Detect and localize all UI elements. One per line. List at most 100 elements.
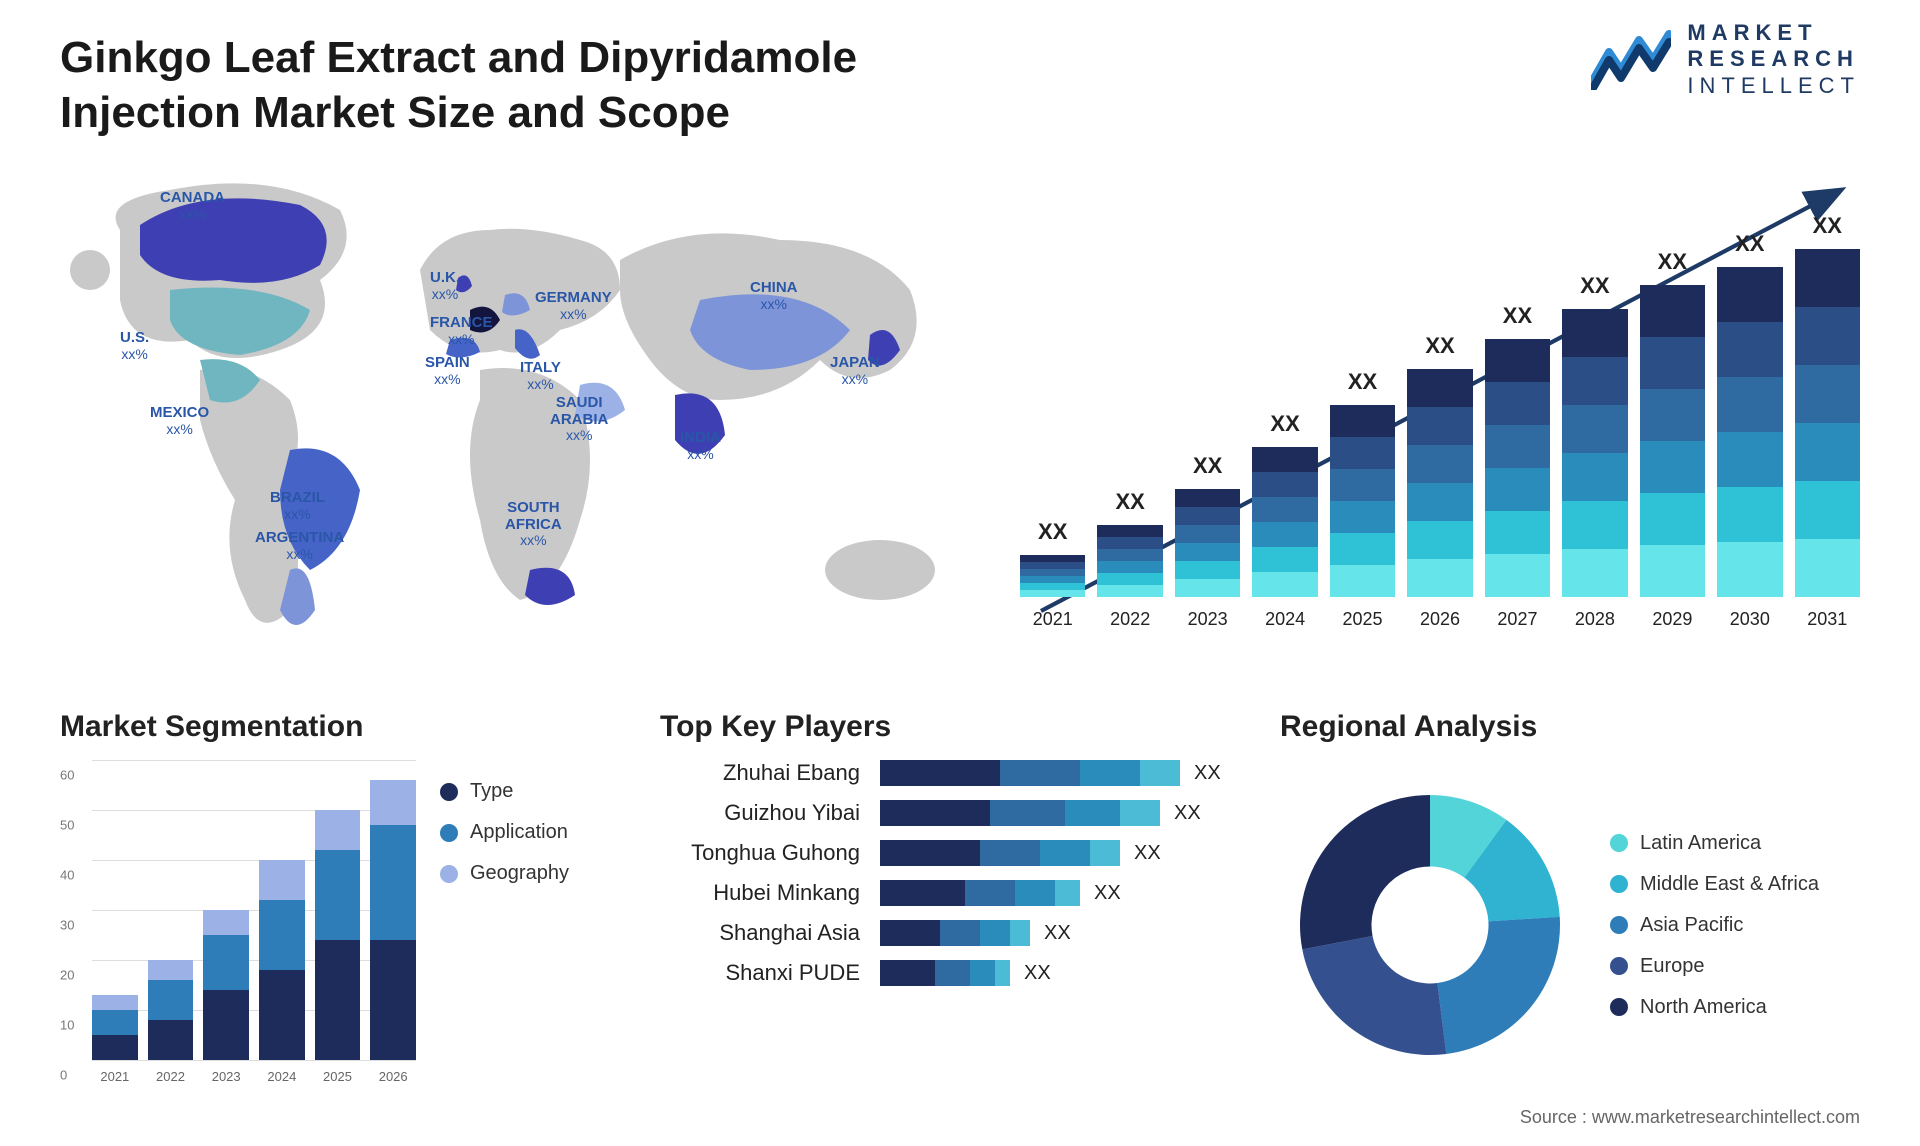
player-value-label: XX — [1174, 802, 1201, 825]
player-value-label: XX — [1194, 762, 1221, 785]
regional-title: Regional Analysis — [1280, 710, 1860, 744]
map-label-south-africa: SOUTHAFRICAxx% — [505, 500, 562, 550]
segmentation-legend: Type Application Geography — [440, 780, 620, 1090]
map-label-germany: GERMANYxx% — [535, 290, 612, 323]
growth-bar-xlabel: 2026 — [1420, 609, 1460, 630]
key-players-labels: Zhuhai Ebang Guizhou Yibai Tonghua Guhong H… — [660, 760, 860, 986]
growth-bar-toplabel: XX — [1193, 453, 1222, 479]
regional-legend: Latin America Middle East & Africa Asia Pa… — [1610, 832, 1819, 1019]
player-value-label: XX — [1094, 882, 1121, 905]
growth-bar-2028: XX 2028 — [1562, 273, 1627, 630]
logo-line1: MARKET — [1687, 20, 1817, 45]
growth-bar-2022: XX 2022 — [1097, 489, 1162, 630]
growth-bar-toplabel: XX — [1425, 333, 1454, 359]
growth-bar-xlabel: 2021 — [1033, 609, 1073, 630]
player-value-label: XX — [1024, 962, 1051, 985]
player-bar-row: XX — [880, 920, 1240, 946]
segmentation-legend-item: Type — [440, 780, 620, 803]
map-label-china: CHINAxx% — [750, 280, 798, 313]
growth-bar-xlabel: 2025 — [1343, 609, 1383, 630]
player-bar-row: XX — [880, 840, 1240, 866]
player-label: Hubei Minkang — [660, 880, 860, 906]
logo-line3: INTELLECT — [1687, 73, 1860, 98]
map-label-france: FRANCExx% — [430, 315, 493, 348]
growth-bar-xlabel: 2027 — [1497, 609, 1537, 630]
segmentation-chart: 0102030405060202120222023202420252026 — [60, 760, 416, 1088]
growth-bar-2021: XX 2021 — [1020, 519, 1085, 630]
growth-bar-toplabel: XX — [1580, 273, 1609, 299]
growth-bar-toplabel: XX — [1813, 213, 1842, 239]
map-label-japan: JAPANxx% — [830, 355, 880, 388]
growth-bar-2030: XX 2030 — [1717, 231, 1782, 630]
player-bar-row: XX — [880, 760, 1240, 786]
map-country-south-africa — [525, 568, 575, 605]
brand-logo-text: MARKET RESEARCH INTELLECT — [1687, 20, 1860, 99]
map-label-brazil: BRAZILxx% — [270, 490, 325, 523]
player-label: Zhuhai Ebang — [660, 760, 860, 786]
brand-logo: MARKET RESEARCH INTELLECT — [1591, 20, 1860, 99]
growth-bar-2026: XX 2026 — [1407, 333, 1472, 630]
donut-slice-europe — [1302, 936, 1446, 1055]
page-title: Ginkgo Leaf Extract and Dipyridamole Inj… — [60, 30, 1040, 140]
growth-bar-2025: XX 2025 — [1330, 369, 1395, 630]
growth-bar-xlabel: 2022 — [1110, 609, 1150, 630]
player-label: Tonghua Guhong — [660, 840, 860, 866]
growth-bar-toplabel: XX — [1735, 231, 1764, 257]
map-label-spain: SPAINxx% — [425, 355, 470, 388]
brand-logo-icon — [1591, 30, 1671, 90]
growth-bar-xlabel: 2030 — [1730, 609, 1770, 630]
map-label-canada: CANADAxx% — [160, 190, 225, 223]
regional-panel: Regional Analysis Latin America Middle Ea… — [1280, 710, 1860, 1090]
key-players-panel: Top Key Players Zhuhai Ebang Guizhou Yiba… — [660, 710, 1240, 1090]
player-label: Shanxi PUDE — [660, 960, 860, 986]
world-map-panel: CANADAxx% U.S.xx% MEXICOxx% BRAZILxx% ARGENT… — [60, 170, 980, 670]
player-bar-row: XX — [880, 960, 1240, 986]
growth-bar-2031: XX 2031 — [1795, 213, 1860, 630]
donut-slice-asia-pacific — [1437, 917, 1560, 1054]
regional-legend-item: Europe — [1610, 955, 1819, 978]
growth-bar-toplabel: XX — [1116, 489, 1145, 515]
segmentation-legend-item: Application — [440, 821, 620, 844]
regional-donut — [1280, 775, 1580, 1075]
key-players-title: Top Key Players — [660, 710, 1240, 744]
growth-bar-toplabel: XX — [1503, 303, 1532, 329]
regional-legend-item: Latin America — [1610, 832, 1819, 855]
growth-bar-xlabel: 2024 — [1265, 609, 1305, 630]
growth-bar-toplabel: XX — [1658, 249, 1687, 275]
growth-bar-2023: XX 2023 — [1175, 453, 1240, 630]
map-label-italy: ITALYxx% — [520, 360, 561, 393]
map-label-u-k-: U.K.xx% — [430, 270, 460, 303]
regional-legend-item: Asia Pacific — [1610, 914, 1819, 937]
growth-bar-xlabel: 2023 — [1188, 609, 1228, 630]
growth-chart-panel: XX 2021 XX 2022 XX 2023 XX 2024 XX 2025 XX 2026 XX 20… — [1020, 170, 1860, 670]
segmentation-legend-item: Geography — [440, 862, 620, 885]
map-label-india: INDIAxx% — [680, 430, 721, 463]
player-value-label: XX — [1134, 842, 1161, 865]
growth-bar-2027: XX 2027 — [1485, 303, 1550, 630]
regional-legend-item: Middle East & Africa — [1610, 873, 1819, 896]
regional-legend-item: North America — [1610, 996, 1819, 1019]
growth-bar-xlabel: 2028 — [1575, 609, 1615, 630]
growth-bar-toplabel: XX — [1348, 369, 1377, 395]
growth-bar-xlabel: 2029 — [1652, 609, 1692, 630]
player-bar-row: XX — [880, 800, 1240, 826]
segmentation-panel: Market Segmentation 01020304050602021202… — [60, 710, 620, 1090]
player-label: Guizhou Yibai — [660, 800, 860, 826]
logo-line2: RESEARCH — [1687, 46, 1858, 71]
player-label: Shanghai Asia — [660, 920, 860, 946]
map-label-argentina: ARGENTINAxx% — [255, 530, 344, 563]
growth-bar-2024: XX 2024 — [1252, 411, 1317, 630]
player-bar-row: XX — [880, 880, 1240, 906]
growth-bar-xlabel: 2031 — [1807, 609, 1847, 630]
source-attribution: Source : www.marketresearchintellect.com — [1520, 1107, 1860, 1128]
map-label-saudi-arabia: SAUDIARABIAxx% — [550, 395, 608, 445]
donut-slice-north-america — [1300, 795, 1430, 949]
map-label-u-s-: U.S.xx% — [120, 330, 149, 363]
growth-bar-toplabel: XX — [1270, 411, 1299, 437]
growth-bar-2029: XX 2029 — [1640, 249, 1705, 630]
key-players-bars: XX XX XX XX XX XX — [880, 760, 1240, 986]
map-label-mexico: MEXICOxx% — [150, 405, 209, 438]
player-value-label: XX — [1044, 922, 1071, 945]
segmentation-title: Market Segmentation — [60, 710, 620, 744]
growth-bar-toplabel: XX — [1038, 519, 1067, 545]
